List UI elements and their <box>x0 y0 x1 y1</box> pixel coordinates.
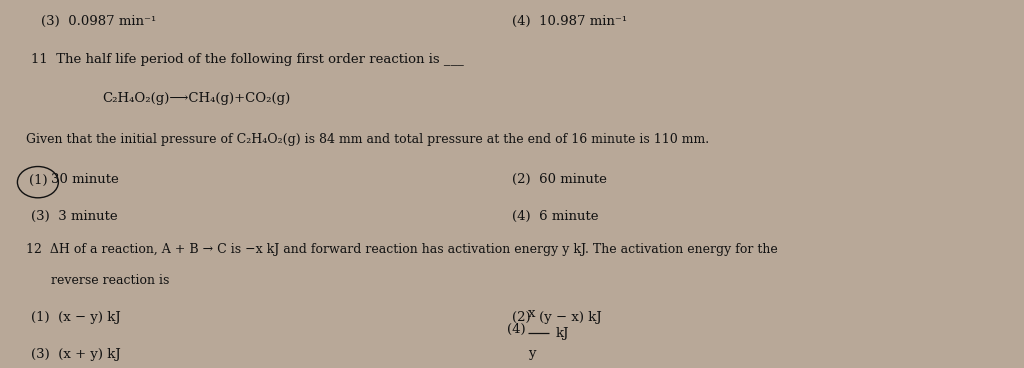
Text: (4): (4) <box>507 323 525 336</box>
Text: 30 minute: 30 minute <box>51 173 119 186</box>
Text: (2)  60 minute: (2) 60 minute <box>512 173 607 186</box>
Text: (1): (1) <box>29 174 47 187</box>
Text: y: y <box>527 347 536 360</box>
Text: x: x <box>527 307 536 320</box>
Text: reverse reaction is: reverse reaction is <box>51 274 170 287</box>
Text: (4)  6 minute: (4) 6 minute <box>512 210 598 223</box>
Text: (3)  0.0987 min⁻¹: (3) 0.0987 min⁻¹ <box>41 15 157 28</box>
Text: (2)  (y − x) kJ: (2) (y − x) kJ <box>512 311 602 324</box>
Text: Given that the initial pressure of C₂H₄O₂(g) is 84 mm and total pressure at the : Given that the initial pressure of C₂H₄O… <box>26 133 709 146</box>
Text: kJ: kJ <box>556 326 569 340</box>
Text: (3)  3 minute: (3) 3 minute <box>31 210 118 223</box>
Text: (4)  10.987 min⁻¹: (4) 10.987 min⁻¹ <box>512 15 627 28</box>
Text: (1)  (x − y) kJ: (1) (x − y) kJ <box>31 311 121 324</box>
Text: 11  The half life period of the following first order reaction is ___: 11 The half life period of the following… <box>31 53 464 66</box>
Text: C₂H₄O₂(g)⟶CH₄(g)+CO₂(g): C₂H₄O₂(g)⟶CH₄(g)+CO₂(g) <box>102 92 291 105</box>
Text: (3)  (x + y) kJ: (3) (x + y) kJ <box>31 348 121 361</box>
Text: 12  ΔH of a reaction, A + B → C is −x kJ and forward reaction has activation ene: 12 ΔH of a reaction, A + B → C is −x kJ … <box>26 243 777 256</box>
